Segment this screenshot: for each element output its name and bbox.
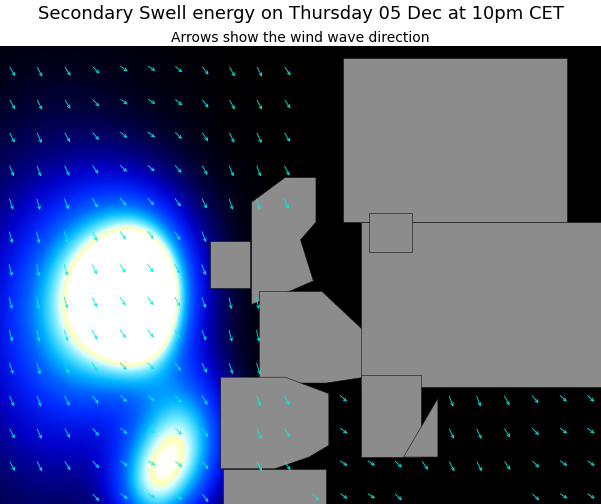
Polygon shape <box>369 213 412 251</box>
Polygon shape <box>361 222 601 387</box>
Polygon shape <box>361 375 421 457</box>
Polygon shape <box>403 398 438 457</box>
Polygon shape <box>210 241 250 288</box>
Polygon shape <box>223 469 326 504</box>
Polygon shape <box>259 291 366 383</box>
Polygon shape <box>343 58 567 222</box>
Polygon shape <box>252 177 316 304</box>
Text: Arrows show the wind wave direction: Arrows show the wind wave direction <box>171 31 430 45</box>
Polygon shape <box>221 377 329 469</box>
Text: Secondary Swell energy on Thursday 05 Dec at 10pm CET: Secondary Swell energy on Thursday 05 De… <box>37 5 564 23</box>
